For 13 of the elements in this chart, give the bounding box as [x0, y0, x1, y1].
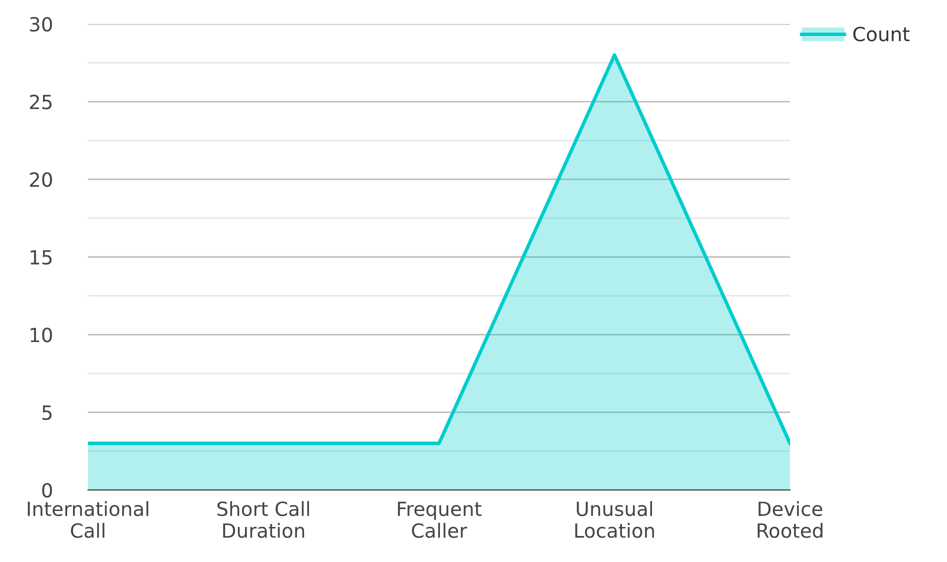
y-tick-label: 30 — [30, 16, 52, 32]
x-tick-label: Short Call Duration — [217, 501, 310, 538]
x-tick-label: International Call — [28, 501, 148, 538]
y-tick-label: 25 — [30, 94, 52, 110]
legend-label: Count — [853, 26, 910, 42]
x-tick-label: Device Rooted — [758, 501, 822, 538]
y-tick-label: 5 — [42, 406, 52, 420]
y-tick-label: 0 — [42, 482, 52, 498]
y-tick-label: 15 — [30, 250, 52, 265]
x-tick-label: Frequent Caller — [398, 502, 482, 538]
x-tick-label: Unusual Location — [575, 501, 654, 538]
y-tick-label: 10 — [30, 328, 52, 342]
y-tick-label: 20 — [30, 172, 52, 187]
